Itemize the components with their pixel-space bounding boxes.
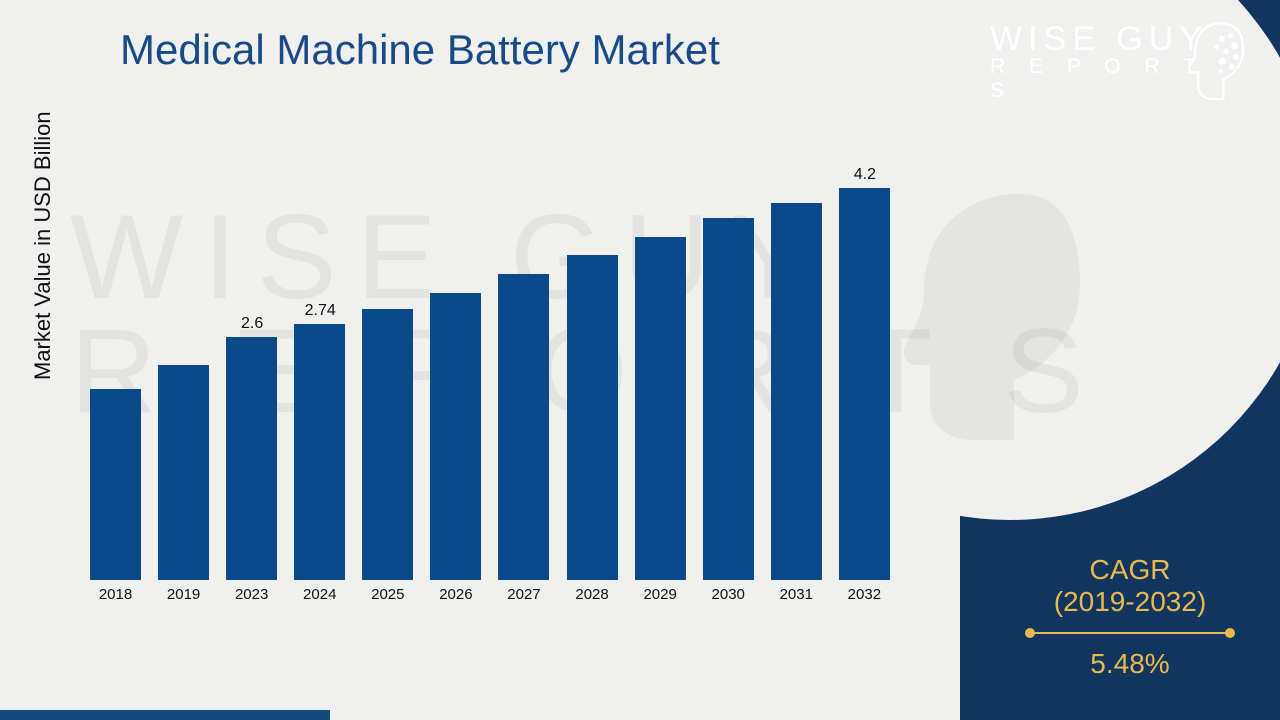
- bar: [567, 255, 618, 580]
- x-axis-label: 2025: [362, 586, 413, 603]
- brand-logo: WISE GUY R E P O R T S: [990, 20, 1240, 110]
- bar-slot: [567, 255, 618, 580]
- bar: [771, 203, 822, 580]
- bar: [703, 218, 754, 580]
- bar-container: 2.6 2.74 4.2: [90, 160, 890, 580]
- bar-slot: [362, 309, 413, 580]
- x-axis-label: 2024: [294, 586, 345, 603]
- x-axis-label: 2027: [498, 586, 549, 603]
- x-axis-label: 2018: [90, 586, 141, 603]
- bar-value-label: 2.74: [290, 302, 350, 320]
- bar-slot: 4.2: [839, 188, 890, 580]
- cagr-period: (2019-2032): [980, 586, 1280, 618]
- cagr-label: CAGR: [980, 554, 1280, 586]
- bar-slot: [90, 389, 141, 580]
- infographic-stage: WISE GUY R E P O R T S WISE GUY R E P O …: [0, 0, 1280, 720]
- y-axis-label: Market Value in USD Billion: [30, 111, 56, 380]
- bar: [90, 389, 141, 580]
- x-axis-label: 2031: [771, 586, 822, 603]
- x-axis-label: 2019: [158, 586, 209, 603]
- bar: [498, 274, 549, 580]
- cagr-divider: [1030, 632, 1230, 634]
- x-axis-label: 2029: [635, 586, 686, 603]
- cagr-value: 5.48%: [980, 648, 1280, 680]
- bar-slot: 2.6: [226, 337, 277, 580]
- bar: [158, 365, 209, 580]
- bar-value-label: 2.6: [222, 315, 282, 333]
- bar: [362, 309, 413, 580]
- bar: [226, 337, 277, 580]
- x-axis-label: 2028: [567, 586, 618, 603]
- bar: [430, 293, 481, 580]
- bar-slot: [771, 203, 822, 580]
- bottom-accent-bar: [0, 710, 330, 720]
- brand-head-icon: [1180, 20, 1250, 105]
- bar-chart: 2.6 2.74 4.2: [90, 160, 890, 580]
- x-axis-label: 2026: [430, 586, 481, 603]
- chart-title: Medical Machine Battery Market: [120, 26, 720, 74]
- bar: [635, 237, 686, 580]
- bar-slot: 2.74: [294, 324, 345, 580]
- x-axis-labels: 2018 2019 2023 2024 2025 2026 2027 2028 2029 2030…: [90, 586, 890, 603]
- cagr-block: CAGR (2019-2032) 5.48%: [980, 554, 1280, 680]
- x-axis-label: 2023: [226, 586, 277, 603]
- bar-value-label: 4.2: [835, 166, 895, 184]
- x-axis-label: 2032: [839, 586, 890, 603]
- bar-slot: [498, 274, 549, 580]
- bar-slot: [635, 237, 686, 580]
- bar-slot: [158, 365, 209, 580]
- x-axis-label: 2030: [703, 586, 754, 603]
- bar-slot: [430, 293, 481, 580]
- bar: [839, 188, 890, 580]
- bar-slot: [703, 218, 754, 580]
- bar: [294, 324, 345, 580]
